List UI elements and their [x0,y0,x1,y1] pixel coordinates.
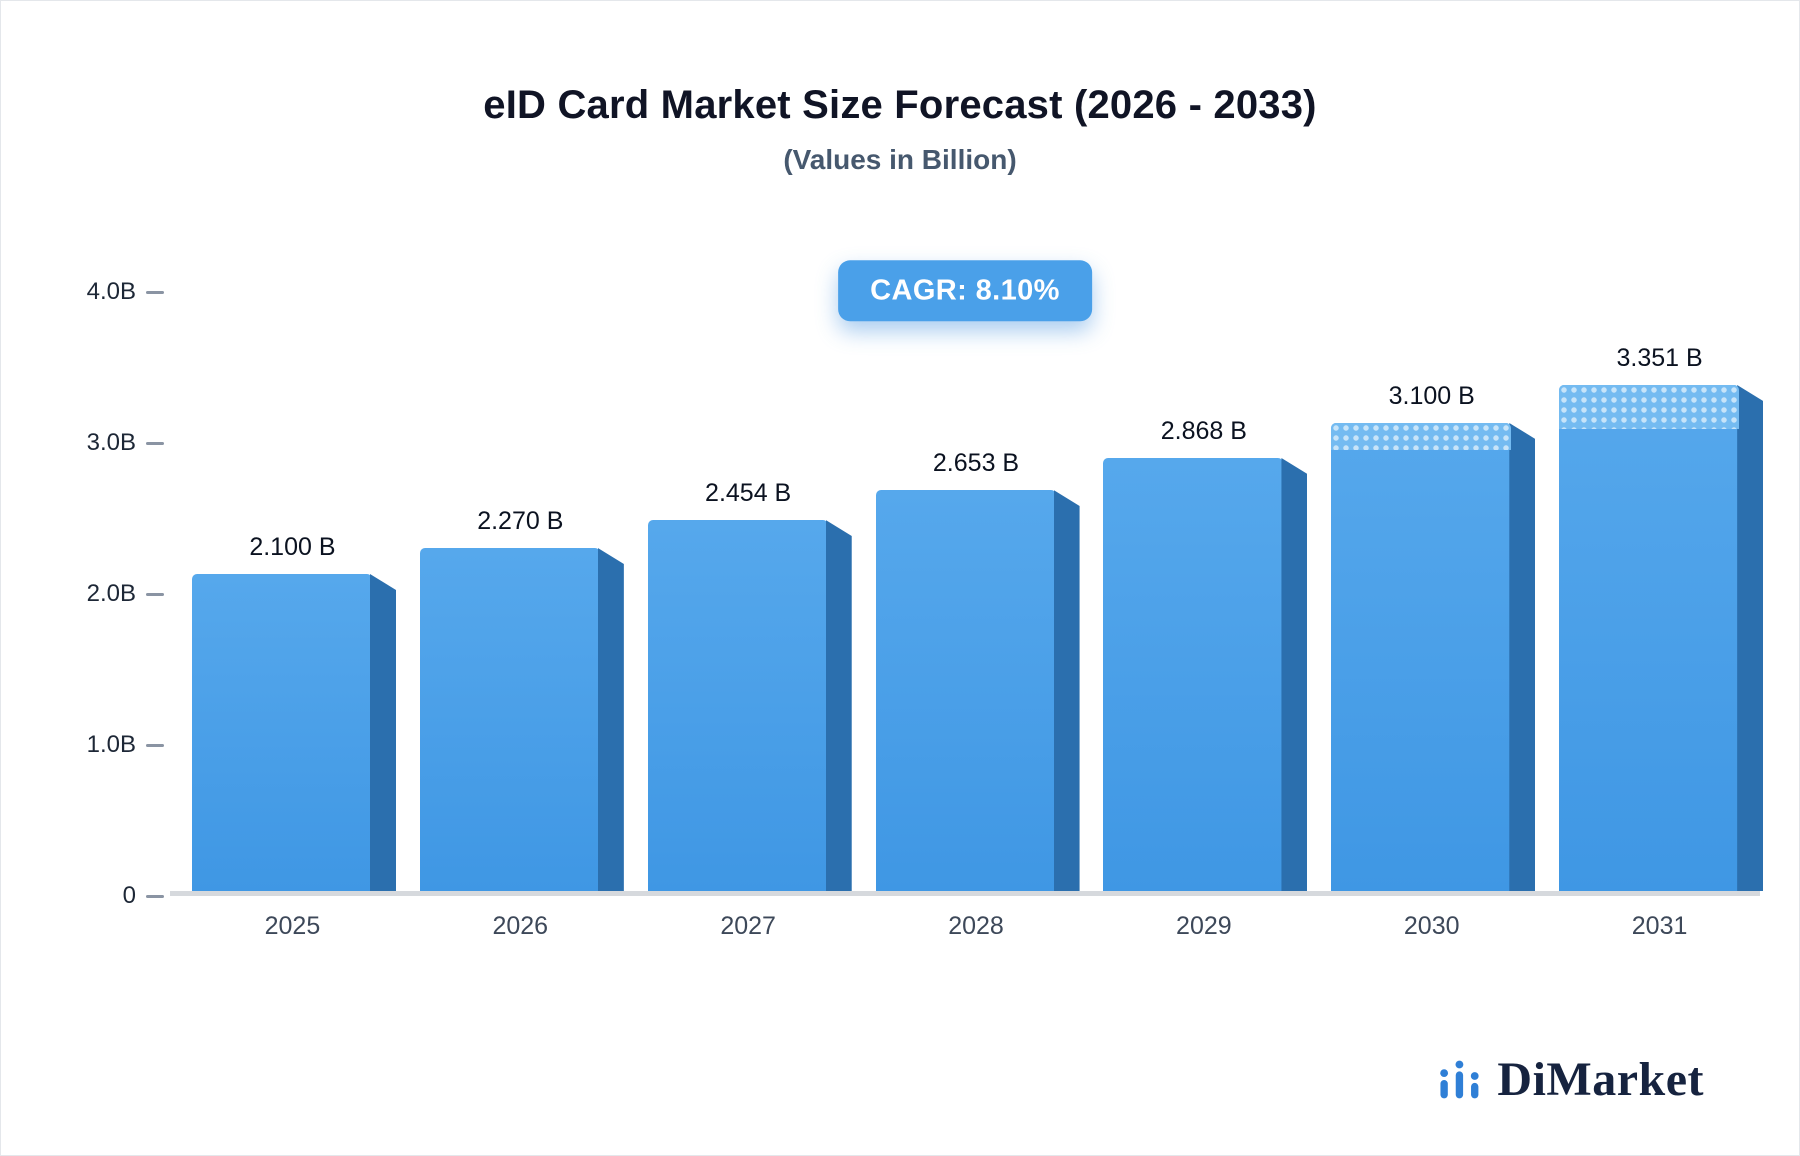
y-tick-label: 0 [122,882,136,909]
x-axis-label: 2030 [1403,912,1460,940]
y-tick: 4.0B [87,278,164,306]
x-axis-label: 2031 [1631,912,1688,940]
chart-title: eID Card Market Size Forecast (2026 - 20… [483,83,1317,127]
bar-group: 2.100 B [192,533,396,891]
y-tick-label: 1.0B [86,731,136,758]
bar [647,520,852,891]
y-tick: 3.0B [87,429,164,457]
bar [875,490,1080,891]
bar-side-face [1053,490,1080,891]
bar-dotted-cap [1331,423,1512,450]
bar [1331,423,1536,891]
brand-wordmark: DiMarket [1497,1053,1704,1106]
cagr-badge: CAGR: 8.10% [838,260,1092,322]
y-tick-label: 3.0B [86,429,136,456]
bar-group: 2.270 B [419,507,624,891]
x-axis-label: 2027 [720,912,776,940]
y-tick-label: 2.0B [86,580,136,607]
bar-group: 2.653 B [875,449,1080,891]
y-tick-label: 4.0B [86,278,136,305]
bar-side-face [1737,385,1764,891]
bar-value-label: 2.270 B [477,507,564,535]
bar-face [875,490,1056,891]
bar-group: 2.868 B [1103,417,1308,891]
y-tick-mark [146,290,164,294]
y-tick: 1.0B [87,731,164,759]
bar-face [192,574,372,891]
bar-face [1103,458,1284,891]
y-axis: 4.0B 3.0B 2.0B 1.0B 0 [40,278,164,909]
y-tick-mark [146,441,164,445]
y-tick: 0 [123,882,164,910]
bar-side-face [1281,458,1308,891]
bar [1103,458,1308,891]
bar-face [1559,385,1740,891]
y-tick-mark [146,894,164,898]
bar-face [647,520,828,891]
y-tick-mark [146,592,164,596]
bar-side-face [370,574,396,891]
plot-area: CAGR: 8.10% 2.100 B 2.270 B 2.454 B 2.653 B… [170,260,1764,896]
x-axis-label: 2028 [948,912,1004,940]
y-tick: 2.0B [87,580,164,608]
bar [419,548,624,891]
bar-value-label: 3.351 B [1616,344,1703,372]
bar-side-face [597,548,624,891]
bar-side-face [1509,423,1536,891]
chart-area: 4.0B 3.0B 2.0B 1.0B 0 CAGR: 8.10% 2.100 B 2.2… [40,260,1764,941]
x-axis-label: 2026 [492,912,549,940]
bar-group: 2.454 B [647,479,852,891]
y-tick-mark [146,743,164,747]
brand-logo: DiMarket [1437,1052,1704,1107]
x-axis-label: 2025 [264,912,321,940]
bar-dotted-cap [1559,385,1740,429]
bar-face [1331,423,1512,891]
x-axis: 2025 2026 2027 2028 2029 2030 2031 [170,912,1760,941]
x-axis-label: 2029 [1176,912,1232,940]
bar [192,574,396,891]
bar-value-label: 2.868 B [1160,417,1247,445]
bar-chart-icon [1440,1060,1480,1098]
chart-subtitle: (Values in Billion) [783,144,1017,175]
bar-side-face [825,520,852,891]
bar-value-label: 3.100 B [1388,382,1475,410]
bar-group: 3.351 B [1559,344,1764,891]
bar-value-label: 2.454 B [705,479,792,507]
bar [1559,385,1764,891]
bar-face [419,548,600,891]
bar-value-label: 2.653 B [932,449,1020,477]
bar-value-label: 2.100 B [249,533,336,561]
bar-group: 3.100 B [1331,382,1536,891]
